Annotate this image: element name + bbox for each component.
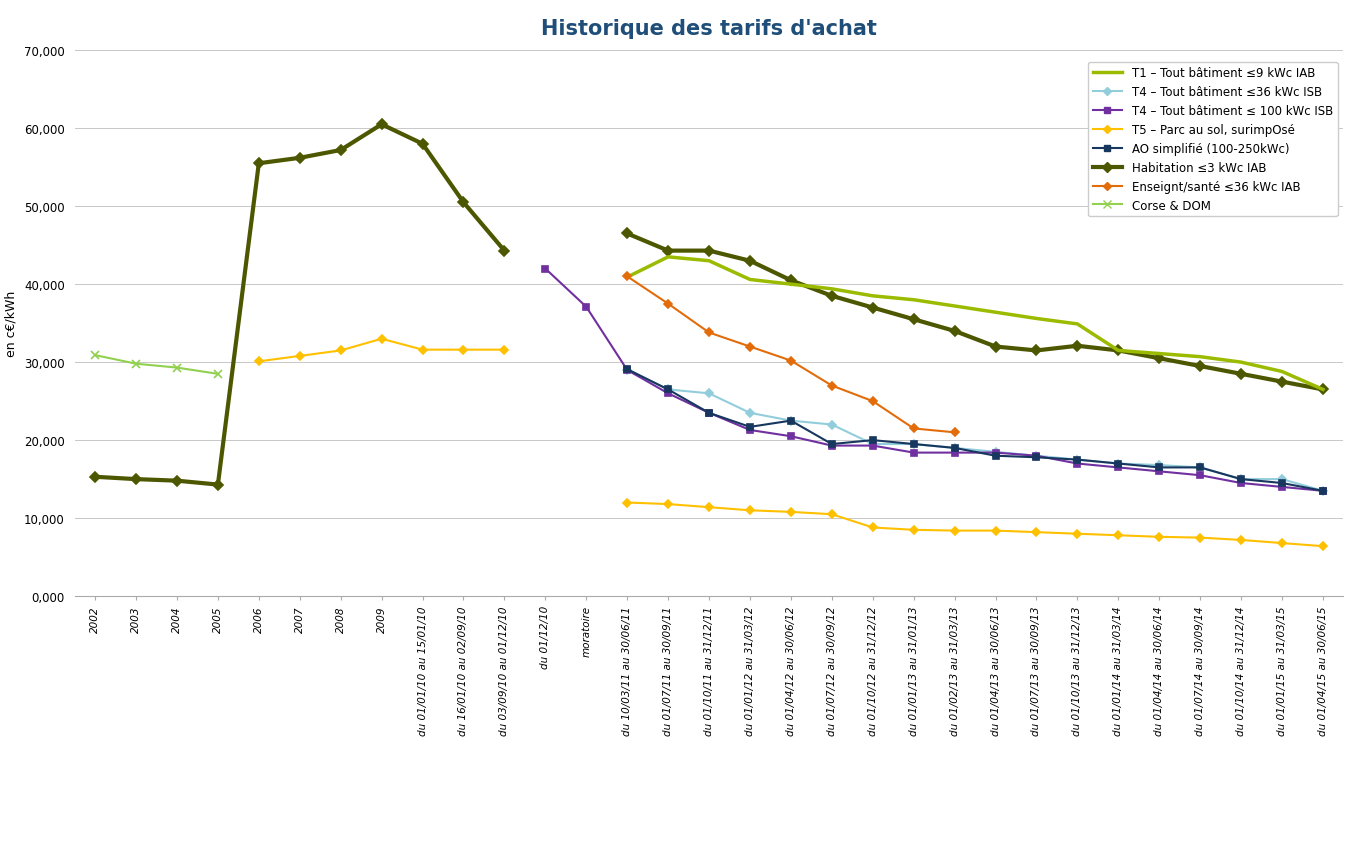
Legend: T1 – Tout bâtiment ≤9 kWc IAB, T4 – Tout bâtiment ≤36 kWc ISB, T4 – Tout bâtimen: T1 – Tout bâtiment ≤9 kWc IAB, T4 – Tout… [1088, 62, 1338, 217]
Title: Historique des tarifs d'achat: Historique des tarifs d'achat [541, 19, 877, 38]
Y-axis label: en c€/kWh: en c€/kWh [4, 291, 18, 357]
